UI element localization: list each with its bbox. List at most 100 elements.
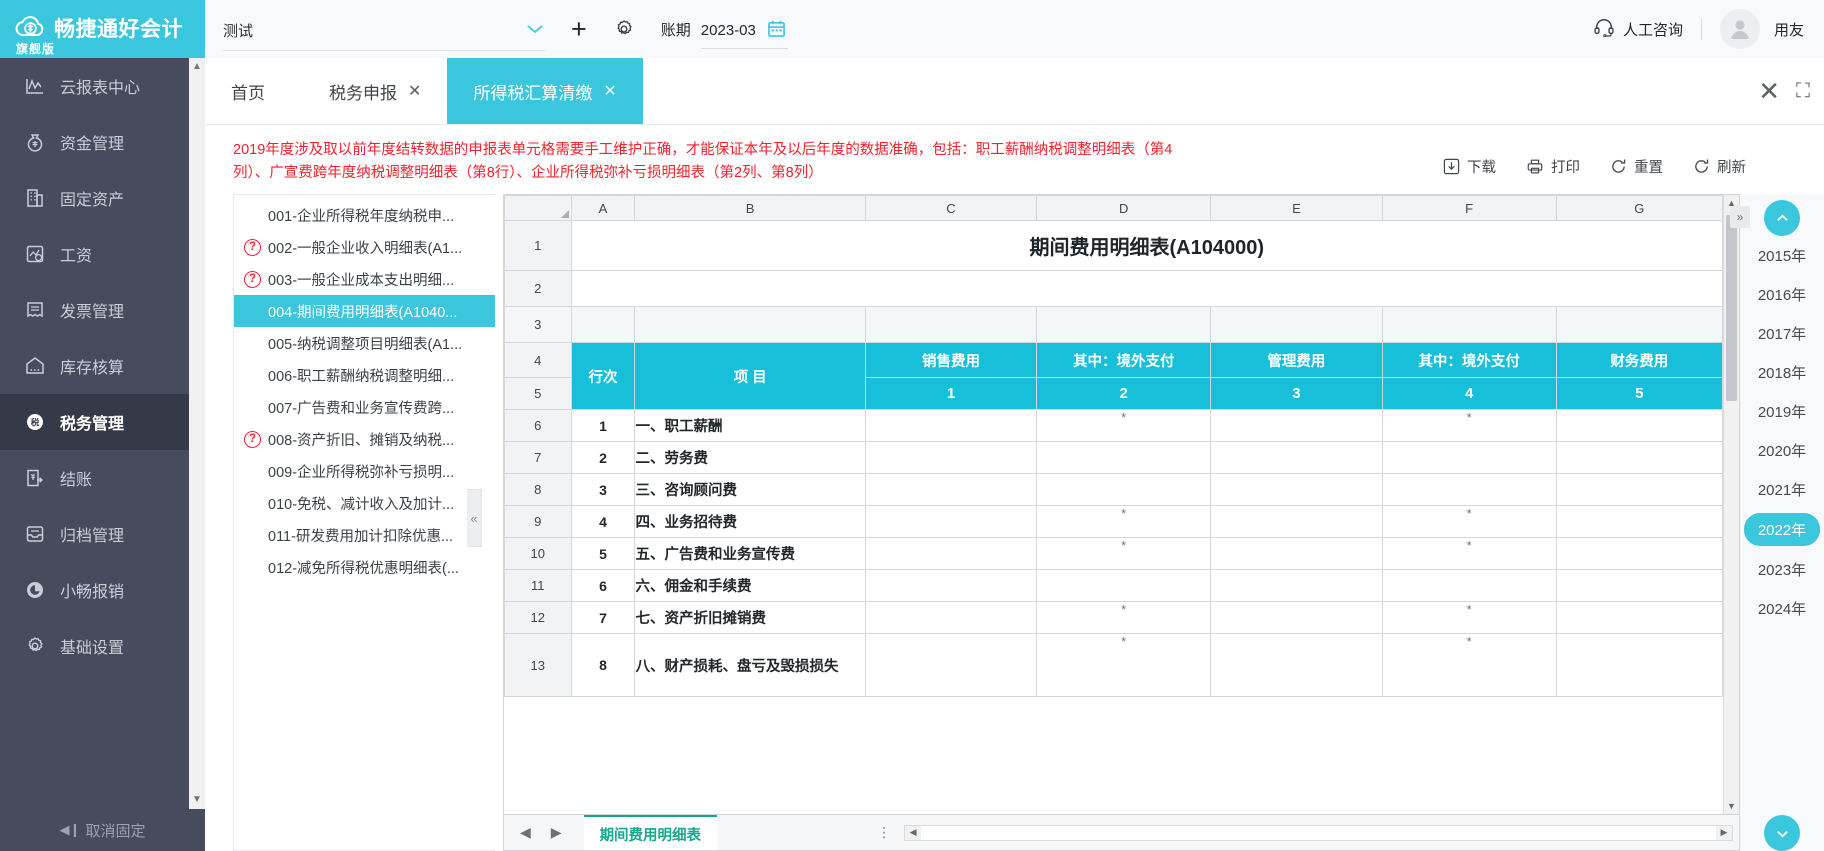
row-header[interactable]: 7 (504, 441, 572, 474)
header-cell-col-3[interactable]: 管理费用 (1210, 342, 1383, 378)
empty-cell[interactable] (570, 270, 1723, 307)
tab-2[interactable]: 税务申报 ✕ (303, 58, 447, 124)
sheet-menu-icon[interactable]: ⋮ (877, 824, 893, 840)
header-cell-rowno[interactable]: 行次 (570, 342, 636, 410)
value-cell-4[interactable]: * (1381, 505, 1557, 538)
header-number-3[interactable]: 3 (1210, 377, 1383, 410)
report-list-item[interactable]: 011-研发费用加计扣除优惠... (234, 519, 495, 551)
row-header[interactable]: 11 (504, 569, 572, 602)
sidebar-item-5[interactable]: 发票管理 (0, 282, 205, 338)
period-value-box[interactable]: 2023-03 (700, 13, 788, 49)
scroll-up-icon[interactable]: ▲ (192, 61, 202, 72)
row-item-cell[interactable]: 二、劳务费 (634, 441, 866, 474)
year-item[interactable]: 2019年 (1757, 404, 1807, 421)
question-mark-icon[interactable]: ? (244, 270, 261, 288)
table-row[interactable]: 13 8 八、财产损耗、盘亏及毁损损失 * * (504, 633, 1723, 697)
row-item-cell[interactable]: 三、咨询顾问费 (634, 473, 866, 506)
question-mark-icon[interactable]: ? (244, 238, 261, 256)
value-cell-1[interactable] (864, 537, 1038, 570)
row-item-cell[interactable]: 四、业务招待费 (634, 505, 866, 538)
next-sheet-icon[interactable]: ▶ (550, 824, 562, 840)
row-number-cell[interactable]: 6 (570, 569, 636, 602)
value-cell-4[interactable]: * (1381, 537, 1557, 570)
value-cell-1[interactable] (864, 633, 1038, 697)
empty-cell[interactable] (634, 306, 866, 343)
year-scroll-up-button[interactable] (1764, 200, 1800, 236)
table-row[interactable]: 12 7 七、资产折旧摊销费 * * (504, 601, 1723, 634)
year-scroll-down-button[interactable] (1764, 815, 1800, 851)
value-cell-5[interactable] (1555, 537, 1723, 570)
table-row[interactable]: 9 4 四、业务招待费 * * (504, 505, 1723, 538)
prev-sheet-icon[interactable]: ◀ (520, 824, 531, 840)
sidebar-item-9[interactable]: 归档管理 (0, 506, 205, 562)
report-list-item[interactable]: 007-广告费和业务宣传费跨... (234, 391, 495, 423)
year-item[interactable]: 2022年 (1743, 513, 1821, 546)
collapse-report-list-handle[interactable]: « (467, 489, 482, 547)
header-number-4[interactable]: 4 (1381, 377, 1557, 410)
row-item-cell[interactable]: 七、资产折旧摊销费 (634, 601, 866, 634)
report-list-item[interactable]: 006-职工薪酬纳税调整明细... (234, 359, 495, 391)
sidebar-item-10[interactable]: 小畅报销 (0, 562, 205, 618)
value-cell-4[interactable]: * (1381, 633, 1557, 697)
avatar[interactable] (1719, 9, 1760, 49)
column-header-e[interactable]: E (1210, 195, 1383, 221)
value-cell-1[interactable] (864, 569, 1038, 602)
value-cell-3[interactable] (1210, 569, 1383, 602)
consult-button[interactable]: 人工咨询 (1593, 17, 1683, 42)
empty-cell[interactable] (864, 306, 1038, 343)
value-cell-4[interactable] (1381, 473, 1557, 506)
header-cell-item[interactable]: 项 目 (634, 342, 866, 410)
period-selector[interactable]: 账期 2023-03 (661, 10, 788, 49)
tab-1[interactable]: 首页 (205, 58, 303, 124)
app-logo[interactable]: 畅捷通好会计 旗舰版 (0, 0, 205, 58)
sidebar-item-3[interactable]: 固定资产 (0, 170, 205, 226)
table-row[interactable]: 8 3 三、咨询顾问费 (504, 473, 1723, 506)
header-cell-col-1[interactable]: 销售费用 (864, 342, 1038, 378)
spreadsheet-grid[interactable]: A B C D E F G 1 期间费用明细表(A104000) 2 3 4 行次项 目销… (504, 195, 1723, 697)
value-cell-3[interactable] (1210, 409, 1383, 442)
year-item[interactable]: 2018年 (1757, 365, 1807, 382)
value-cell-5[interactable] (1555, 505, 1723, 538)
row-number-cell[interactable]: 2 (570, 441, 636, 474)
expand-panel-icon[interactable]: » (1730, 206, 1750, 228)
sidebar-item-11[interactable]: 基础设置 (0, 618, 205, 674)
year-item[interactable]: 2017年 (1757, 326, 1807, 343)
report-list-item[interactable]: 010-免税、减计收入及加计... (234, 487, 495, 519)
value-cell-4[interactable]: * (1381, 601, 1557, 634)
grid-corner[interactable] (504, 195, 572, 221)
report-list-item[interactable]: ? 002-一般企业收入明细表(A1... (234, 231, 495, 263)
scroll-left-icon[interactable]: ◀ (909, 827, 917, 837)
unpin-sidebar-button[interactable]: ◀❙ 取消固定 (0, 809, 205, 851)
value-cell-5[interactable] (1555, 633, 1723, 697)
year-item[interactable]: 2016年 (1757, 287, 1807, 304)
reset-button[interactable]: 重置 (1610, 156, 1663, 177)
report-list-item[interactable]: ? 008-资产折旧、摊销及纳税... (234, 423, 495, 455)
table-row[interactable]: 7 2 二、劳务费 (504, 441, 1723, 474)
sidebar-item-2[interactable]: 资金管理 (0, 114, 205, 170)
download-button[interactable]: 下载 (1443, 156, 1496, 177)
empty-cell[interactable] (1210, 306, 1383, 343)
expand-tabs-icon[interactable]: ⛶ (1796, 79, 1810, 102)
settings-button[interactable] (613, 18, 635, 40)
tab-close-icon[interactable]: ✕ (603, 83, 617, 100)
value-cell-5[interactable] (1555, 409, 1723, 442)
scroll-down-icon[interactable]: ▼ (192, 794, 202, 805)
header-cell-col-4[interactable]: 其中：境外支付 (1381, 342, 1557, 378)
header-number-5[interactable]: 5 (1555, 377, 1723, 410)
row-header[interactable]: 9 (504, 505, 572, 538)
vertical-scroll-thumb[interactable] (1726, 215, 1737, 401)
value-cell-3[interactable] (1210, 633, 1383, 697)
value-cell-2[interactable]: * (1036, 537, 1212, 570)
value-cell-2[interactable]: * (1036, 505, 1212, 538)
value-cell-3[interactable] (1210, 505, 1383, 538)
row-number-cell[interactable]: 3 (570, 473, 636, 506)
row-number-cell[interactable]: 7 (570, 601, 636, 634)
tab-3[interactable]: 所得税汇算清缴 ✕ (447, 58, 643, 124)
user-name[interactable]: 用友 (1773, 21, 1804, 39)
horizontal-scrollbar[interactable]: ◀ ▶ (904, 824, 1733, 841)
report-list-item[interactable]: 004-期间费用明细表(A1040... (234, 295, 495, 327)
horizontal-scroll-track[interactable] (921, 825, 1716, 840)
print-button[interactable]: 打印 (1526, 156, 1580, 177)
row-item-cell[interactable]: 一、职工薪酬 (634, 409, 866, 442)
column-header-d[interactable]: D (1036, 195, 1212, 221)
